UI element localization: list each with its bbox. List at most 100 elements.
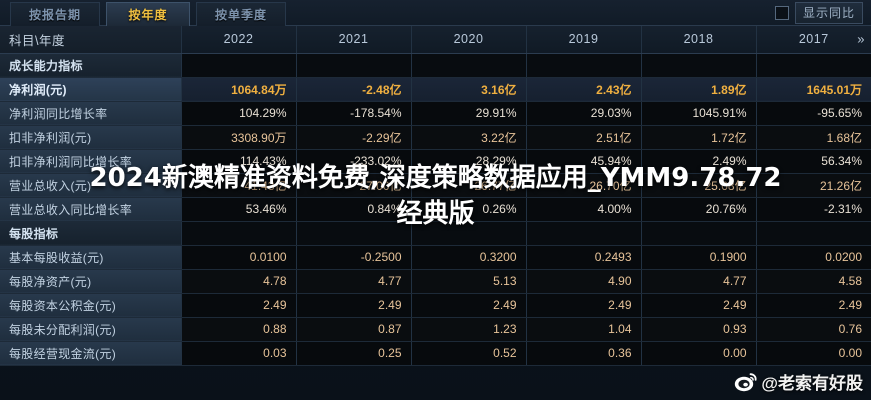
cell-value: 5.13: [411, 269, 527, 294]
header-year-2018[interactable]: 2018: [641, 26, 757, 54]
cell-value: 2.49: [526, 293, 642, 318]
cell-value: [641, 221, 757, 246]
cell-value: 25.68亿: [641, 173, 757, 198]
cell-value: 1064.84万: [181, 77, 297, 102]
cell-value: 56.34%: [756, 149, 871, 174]
cell-value: 1045.91%: [641, 101, 757, 126]
table-row: 基本每股收益(元) 0.0100 -0.2500 0.3200 0.2493 0.1900…: [0, 245, 871, 270]
cell-value: -2.29亿: [296, 125, 412, 150]
row-label: 扣非净利润(元): [0, 125, 182, 150]
cell-value: 2.49: [756, 293, 871, 318]
cell-value: 41.43亿: [181, 173, 297, 198]
cell-value: 4.78: [181, 269, 297, 294]
cell-value: 26.77亿: [411, 173, 527, 198]
cell-value: [181, 53, 297, 78]
table-row: 扣非净利润同比增长率 114.43% -233.02% 28.29% 45.94% 2.4…: [0, 149, 871, 174]
cell-value: 0.00: [756, 341, 871, 366]
cell-value: 2.49: [641, 293, 757, 318]
cell-value: 2.51亿: [526, 125, 642, 150]
header-subject-year: 科目\年度: [0, 26, 182, 54]
show-yoy-toggle[interactable]: 显示同比: [774, 2, 863, 24]
cell-value: 26.70亿: [526, 173, 642, 198]
cell-value: 0.03: [181, 341, 297, 366]
cell-value: [411, 53, 527, 78]
cell-value: 29.03%: [526, 101, 642, 126]
cell-value: 29.91%: [411, 101, 527, 126]
row-label: 净利润(元): [0, 77, 182, 102]
cell-value: 4.90: [526, 269, 642, 294]
table-row: 每股未分配利润(元) 0.88 0.87 1.23 1.04 0.93 0.76: [0, 317, 871, 342]
header-year-2019[interactable]: 2019: [526, 26, 642, 54]
cell-value: 21.26亿: [756, 173, 871, 198]
table-row: 成长能力指标: [0, 53, 871, 78]
table-row: 扣非净利润(元) 3308.90万 -2.29亿 3.22亿 2.51亿 1.72亿 1.6…: [0, 125, 871, 150]
cell-value: 2.49: [411, 293, 527, 318]
row-label: 营业总收入同比增长率: [0, 197, 182, 222]
table-row: 每股指标: [0, 221, 871, 246]
weibo-logo-icon: [734, 372, 758, 392]
cell-value: 0.0100: [181, 245, 297, 270]
table-row: 营业总收入同比增长率 53.46% 0.84% 0.26% 4.00% 20.76% -2.…: [0, 197, 871, 222]
header-year-2017[interactable]: 2017 »: [756, 26, 871, 54]
tab-by-year[interactable]: 按年度: [106, 2, 190, 26]
cell-value: 2.49: [296, 293, 412, 318]
cell-value: -0.2500: [296, 245, 412, 270]
table-header-row: 科目\年度 2022 2021 2020 2019 2018 2017 »: [0, 26, 871, 54]
cell-value: 4.77: [641, 269, 757, 294]
cell-value: [756, 221, 871, 246]
show-yoy-label[interactable]: 显示同比: [794, 2, 863, 24]
cell-value: 0.1900: [641, 245, 757, 270]
row-label: 净利润同比增长率: [0, 101, 182, 126]
table-row: 每股经营现金流(元) 0.03 0.25 0.52 0.36 0.00 0.00: [0, 341, 871, 366]
next-page-chevron-icon[interactable]: »: [857, 31, 865, 47]
tab-by-report-period[interactable]: 按报告期: [10, 2, 100, 26]
cell-value: 3308.90万: [181, 125, 297, 150]
cell-value: 3.16亿: [411, 77, 527, 102]
cell-value: 28.29%: [411, 149, 527, 174]
cell-value: 1.68亿: [756, 125, 871, 150]
row-label: 每股经营现金流(元): [0, 341, 182, 366]
row-label: 扣非净利润同比增长率: [0, 149, 182, 174]
cell-value: 0.87: [296, 317, 412, 342]
table-row: 每股净资产(元) 4.78 4.77 5.13 4.90 4.77 4.58: [0, 269, 871, 294]
header-year-2020[interactable]: 2020: [411, 26, 527, 54]
cell-value: -95.65%: [756, 101, 871, 126]
header-year-2022[interactable]: 2022: [181, 26, 297, 54]
cell-value: 0.84%: [296, 197, 412, 222]
cell-value: 1.04: [526, 317, 642, 342]
tab-by-single-quarter[interactable]: 按单季度: [196, 2, 286, 26]
cell-value: -2.48亿: [296, 77, 412, 102]
cell-value: [296, 53, 412, 78]
cell-value: 0.76: [756, 317, 871, 342]
cell-value: 0.93: [641, 317, 757, 342]
cell-value: 1.23: [411, 317, 527, 342]
cell-value: 0.52: [411, 341, 527, 366]
cell-value: 114.43%: [181, 149, 297, 174]
cell-value: 0.2493: [526, 245, 642, 270]
cell-value: 2.49: [181, 293, 297, 318]
cell-value: 0.36: [526, 341, 642, 366]
cell-value: 4.58: [756, 269, 871, 294]
row-label: 每股净资产(元): [0, 269, 182, 294]
table-row: 净利润同比增长率 104.29% -178.54% 29.91% 29.03% 1045.…: [0, 101, 871, 126]
cell-value: [526, 221, 642, 246]
cell-value: 2.49%: [641, 149, 757, 174]
table-row: 营业总收入(元) 41.43亿 27.00亿 26.77亿 26.70亿 25.68亿 21…: [0, 173, 871, 198]
table-row: 每股资本公积金(元) 2.49 2.49 2.49 2.49 2.49 2.49: [0, 293, 871, 318]
weibo-watermark: @老索有好股: [734, 369, 863, 394]
cell-value: 0.26%: [411, 197, 527, 222]
cell-value: 1.72亿: [641, 125, 757, 150]
cell-value: 45.94%: [526, 149, 642, 174]
cell-value: 3.22亿: [411, 125, 527, 150]
cell-value: 0.3200: [411, 245, 527, 270]
show-yoy-checkbox[interactable]: [774, 6, 789, 20]
cell-value: 0.0200: [756, 245, 871, 270]
table-body: 成长能力指标 净利润(元) 1064.84万 -2.48亿 3.16亿 2.43亿 1.89…: [0, 53, 871, 366]
cell-value: 104.29%: [181, 101, 297, 126]
cell-value: [641, 53, 757, 78]
header-year-2021[interactable]: 2021: [296, 26, 412, 54]
cell-value: [181, 221, 297, 246]
period-tab-bar: 按报告期 按年度 按单季度 显示同比: [0, 0, 871, 26]
cell-value: [756, 53, 871, 78]
